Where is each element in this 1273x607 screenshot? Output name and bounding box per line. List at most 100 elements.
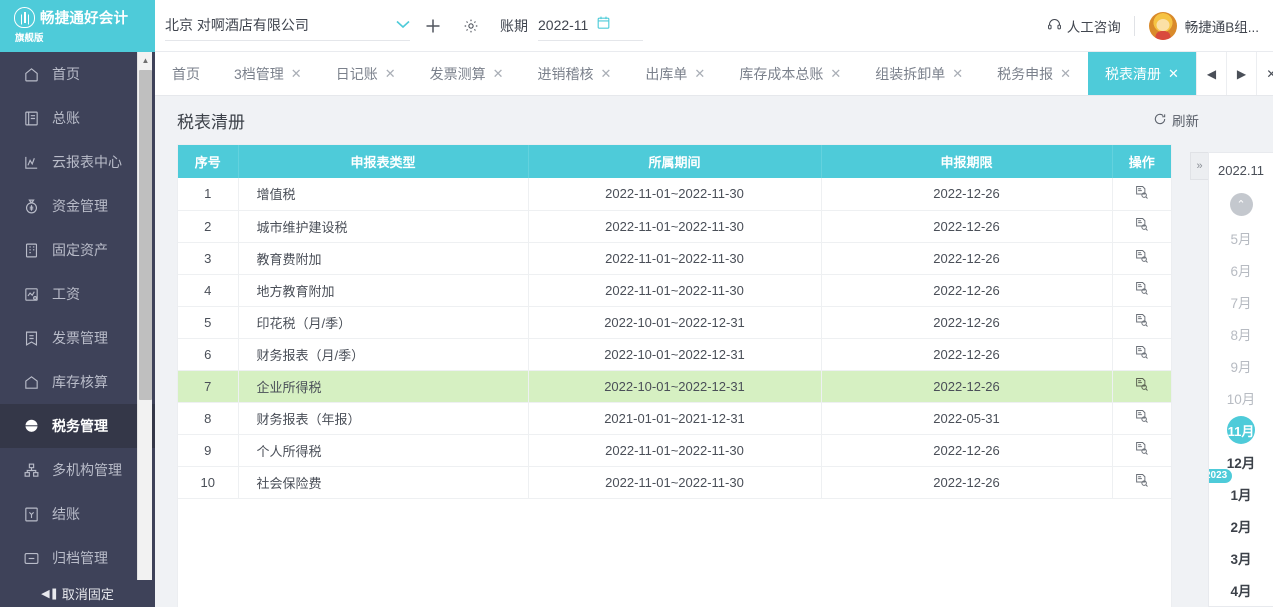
tab-outbound-order[interactable]: 出库单 ✕ — [628, 52, 722, 95]
close-icon[interactable]: ✕ — [1168, 65, 1179, 81]
cell-period: 2021-01-01~2021-12-31 — [528, 402, 822, 435]
sidebar-item-payroll[interactable]: 工资 — [0, 272, 155, 316]
month-item-12[interactable]: 12月 — [1209, 446, 1273, 478]
month-label: 8月 — [1230, 328, 1252, 343]
chevron-down-icon — [396, 18, 410, 32]
gear-icon[interactable] — [456, 11, 486, 41]
sidebar-item-home[interactable]: 首页 — [0, 52, 155, 96]
refresh-button[interactable]: 刷新 — [1153, 110, 1199, 130]
close-icon[interactable]: ✕ — [492, 65, 504, 81]
month-item-4[interactable]: 4月 — [1209, 574, 1273, 606]
month-item-10[interactable]: 10月 — [1209, 382, 1273, 414]
left-sidebar: 畅捷通好会计 旗舰版 首页 总账 云报表中心 资金管理 — [0, 0, 155, 607]
sidebar-item-archive[interactable]: 归档管理 — [0, 536, 155, 580]
tax-icon — [22, 417, 40, 435]
sidebar-item-ledger[interactable]: 总账 — [0, 96, 155, 140]
cell-deadline: 2022-12-26 — [821, 242, 1113, 275]
month-item-3[interactable]: 3月 — [1209, 542, 1273, 574]
avatar[interactable] — [1148, 11, 1177, 40]
sidebar-item-closing[interactable]: 结账 — [0, 492, 155, 536]
scrollbar-thumb[interactable] — [139, 70, 152, 400]
month-item-5[interactable]: 5月 — [1209, 222, 1273, 254]
unpin-sidebar-button[interactable]: ◀❚ 取消固定 — [0, 580, 155, 607]
view-report-icon[interactable] — [1134, 249, 1149, 264]
view-report-icon[interactable] — [1134, 217, 1149, 232]
view-report-icon[interactable] — [1134, 345, 1149, 360]
month-label: 11月 — [1227, 416, 1255, 444]
table-row[interactable]: 9 个人所得税 2022-11-01~2022-11-30 2022-12-26 — [178, 434, 1171, 467]
tab-journal[interactable]: 日记账 ✕ — [319, 52, 413, 95]
close-icon[interactable]: ✕ — [1060, 65, 1072, 81]
month-panel-header: 2022.11 — [1209, 153, 1273, 187]
table-row[interactable]: 7 企业所得税 2022-10-01~2022-12-31 2022-12-26 — [178, 370, 1171, 403]
tab-bar: 首页 3档管理 ✕ 日记账 ✕ 发票测算 ✕ 进销稽核 ✕ 出库单 ✕ 库存成本… — [155, 52, 1273, 96]
month-label: 10月 — [1226, 392, 1256, 407]
cell-type: 企业所得税 — [238, 370, 529, 403]
cell-type: 城市维护建设税 — [238, 210, 529, 243]
sidebar-item-tax[interactable]: 税务管理 — [0, 404, 155, 448]
close-icon[interactable]: ✕ — [290, 65, 302, 81]
tab-assembly-order[interactable]: 组装拆卸单 ✕ — [858, 52, 980, 95]
scroll-up-icon[interactable]: ▲ — [141, 55, 150, 65]
tab-inventory-cost-ledger[interactable]: 库存成本总账 ✕ — [722, 52, 858, 95]
month-item-1-2023[interactable]: 2023 1月 — [1209, 469, 1273, 510]
month-item-6[interactable]: 6月 — [1209, 254, 1273, 286]
sidebar-item-funds[interactable]: 资金管理 — [0, 184, 155, 228]
table-row[interactable]: 4 地方教育附加 2022-11-01~2022-11-30 2022-12-2… — [178, 274, 1171, 307]
support-button[interactable]: 人工咨询 — [1047, 16, 1134, 36]
view-report-icon[interactable] — [1134, 185, 1149, 200]
month-item-2[interactable]: 2月 — [1209, 510, 1273, 542]
month-label: 1月 — [1230, 488, 1252, 503]
month-item-11[interactable]: 11月 — [1209, 414, 1273, 446]
tab-next-button[interactable]: ▶ — [1225, 52, 1256, 95]
month-item-9[interactable]: 9月 — [1209, 350, 1273, 382]
table-row[interactable]: 3 教育费附加 2022-11-01~2022-11-30 2022-12-26 — [178, 242, 1171, 275]
add-company-button[interactable] — [418, 11, 448, 41]
close-icon[interactable]: ✕ — [830, 65, 842, 81]
brand-logo[interactable]: 畅捷通好会计 旗舰版 — [0, 0, 155, 52]
month-item-7[interactable]: 7月 — [1209, 286, 1273, 318]
company-selector[interactable]: 北京 对啊酒店有限公司 — [165, 11, 410, 41]
tab-tax-form-register[interactable]: 税表清册 ✕ — [1088, 52, 1196, 95]
table-row[interactable]: 2 城市维护建设税 2022-11-01~2022-11-30 2022-12-… — [178, 210, 1171, 243]
tab-purchase-sales-audit[interactable]: 进销稽核 ✕ — [521, 52, 629, 95]
sidebar-item-fixed-assets[interactable]: 固定资产 — [0, 228, 155, 272]
view-report-icon[interactable] — [1134, 377, 1149, 392]
tab-home[interactable]: 首页 — [155, 52, 217, 95]
view-report-icon[interactable] — [1134, 409, 1149, 424]
tab-tax-filing[interactable]: 税务申报 ✕ — [980, 52, 1088, 95]
close-icon[interactable]: ✕ — [384, 65, 396, 81]
tab-prev-button[interactable]: ◀ — [1195, 52, 1226, 95]
view-report-icon[interactable] — [1134, 473, 1149, 488]
sidebar-item-inventory[interactable]: 库存核算 — [0, 360, 155, 404]
view-report-icon[interactable] — [1134, 313, 1149, 328]
tab-close-all-button[interactable]: ✕ — [1255, 52, 1273, 95]
close-icon[interactable]: ✕ — [694, 65, 706, 81]
sidebar-scrollbar[interactable]: ▲ ▼ — [137, 52, 152, 607]
brand-edition: 旗舰版 — [15, 33, 44, 44]
month-scroll-up-button[interactable]: ⌃ — [1229, 193, 1253, 216]
period-picker[interactable]: 2022-11 — [538, 11, 643, 41]
month-item-8[interactable]: 8月 — [1209, 318, 1273, 350]
sidebar-item-multi-org[interactable]: 多机构管理 — [0, 448, 155, 492]
sidebar-item-label: 工资 — [52, 286, 80, 302]
cell-period: 2022-10-01~2022-12-31 — [528, 306, 822, 339]
view-report-icon[interactable] — [1134, 441, 1149, 456]
table-row[interactable]: 5 印花税（月/季） 2022-10-01~2022-12-31 2022-12… — [178, 306, 1171, 339]
sidebar-item-invoice[interactable]: 发票管理 — [0, 316, 155, 360]
user-name[interactable]: 畅捷通B组... — [1184, 19, 1259, 35]
close-icon[interactable]: ✕ — [600, 65, 612, 81]
divider — [1133, 15, 1135, 36]
close-icon[interactable]: ✕ — [952, 65, 964, 81]
table-row[interactable]: 6 财务报表（月/季） 2022-10-01~2022-12-31 2022-1… — [178, 338, 1171, 371]
tab-invoice-estimate[interactable]: 发票测算 ✕ — [413, 52, 521, 95]
table-row[interactable]: 8 财务报表（年报） 2021-01-01~2021-12-31 2022-05… — [178, 402, 1171, 435]
month-panel-collapse-button[interactable]: » — [1190, 152, 1208, 180]
view-report-icon[interactable] — [1134, 281, 1149, 296]
table-row[interactable]: 10 社会保险费 2022-11-01~2022-11-30 2022-12-2… — [178, 466, 1171, 499]
table-row[interactable]: 1 增值税 2022-11-01~2022-11-30 2022-12-26 — [178, 178, 1171, 211]
tab-label: 日记账 — [335, 65, 378, 82]
sidebar-item-cloud-reports[interactable]: 云报表中心 — [0, 140, 155, 184]
tab-file-mgmt[interactable]: 3档管理 ✕ — [217, 52, 319, 95]
